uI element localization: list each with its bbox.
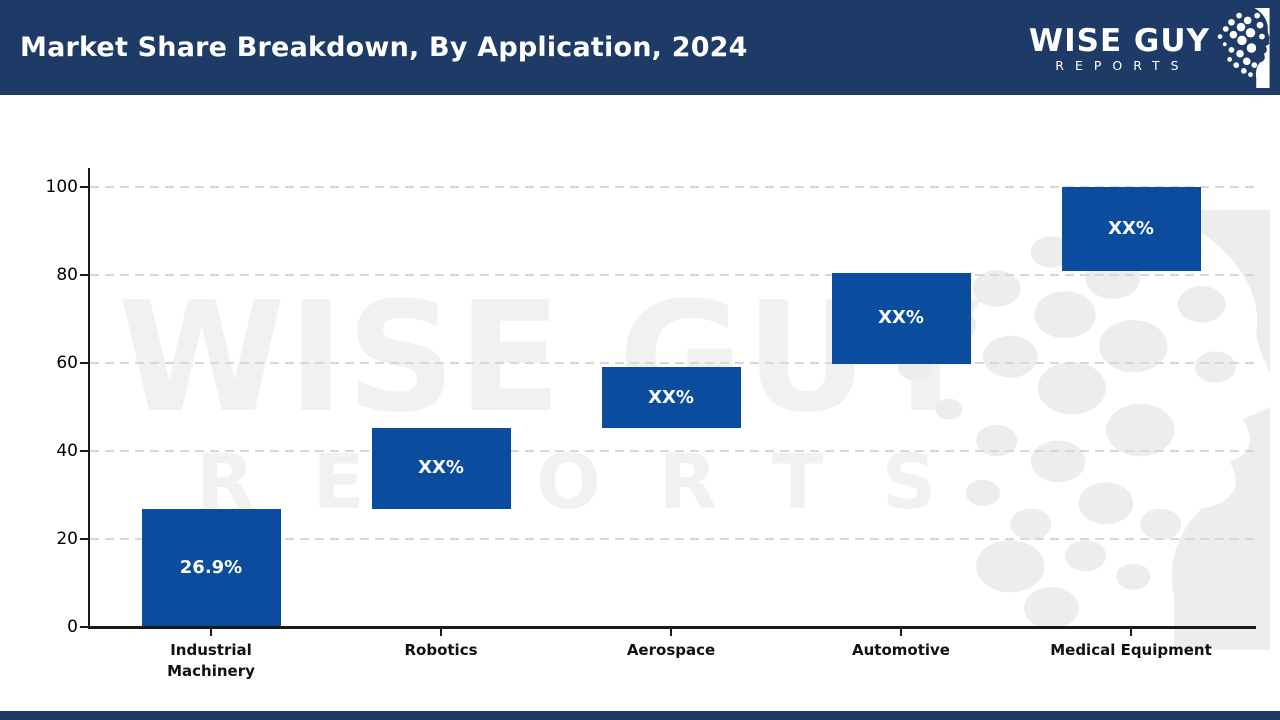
wiseguy-head-watermark-icon [897, 210, 1270, 650]
bar-value-label-robotics: XX% [418, 457, 464, 479]
bar-value-label-industrial-machinery: 26.9% [179, 556, 243, 578]
gridline-60 [90, 362, 1256, 364]
logo-text: WISE GUY REPORTS [1029, 24, 1210, 73]
bar-robotics [371, 428, 511, 509]
x-tick-label-robotics: Robotics [404, 641, 478, 659]
x-tick-label-automotive: Automotive [852, 641, 950, 659]
y-tick-mark-80 [80, 274, 89, 276]
gridline-100 [90, 186, 1256, 188]
y-tick-label-40: 40 [56, 441, 78, 461]
gridline-20 [90, 538, 1256, 540]
bar-value-label-automotive: XX% [878, 307, 924, 329]
gridline-40 [90, 450, 1256, 452]
x-tick-mark-robotics [440, 629, 442, 636]
x-axis-line [88, 626, 1256, 629]
y-tick-mark-60 [80, 362, 89, 364]
y-tick-mark-100 [80, 186, 89, 188]
bar-aerospace [601, 366, 741, 429]
bar-value-label-aerospace: XX% [648, 386, 694, 408]
x-tick-mark-medical-equipment [1130, 629, 1132, 636]
x-tick-label-medical-equipment: Medical Equipment [1050, 641, 1212, 659]
y-tick-mark-0 [80, 626, 89, 628]
wiseguy-logo: WISE GUY REPORTS [1029, 6, 1270, 90]
bar-automotive [831, 272, 971, 364]
x-tick-mark-industrial-machinery [210, 629, 212, 636]
x-tick-label-industrial-machinery: Industrial Machinery [167, 641, 255, 680]
y-axis-line [88, 168, 90, 629]
watermark-tagline-text: REPORTS [196, 437, 995, 526]
footer-bar [0, 711, 1280, 720]
logo-brand-name: WISE GUY [1028, 22, 1210, 59]
bar-value-label-medical-equipment: XX% [1108, 218, 1154, 240]
y-tick-label-0: 0 [67, 617, 78, 637]
y-tick-label-20: 20 [56, 529, 78, 549]
y-tick-mark-40 [80, 450, 89, 452]
page-title: Market Share Breakdown, By Application, … [20, 32, 748, 63]
y-tick-label-60: 60 [56, 353, 78, 373]
logo-tagline: REPORTS [1055, 57, 1190, 73]
bar-medical-equipment [1061, 187, 1201, 272]
y-tick-label-80: 80 [56, 265, 78, 285]
wiseguy-head-logo-icon [1217, 8, 1270, 88]
y-tick-label-100: 100 [45, 177, 78, 197]
x-tick-mark-automotive [900, 629, 902, 636]
x-tick-mark-aerospace [670, 629, 672, 636]
header-bar: Market Share Breakdown, By Application, … [0, 0, 1280, 95]
x-tick-label-aerospace: Aerospace [626, 641, 716, 659]
gridline-80 [90, 274, 1256, 276]
bar-industrial-machinery [141, 508, 281, 627]
y-tick-mark-20 [80, 538, 89, 540]
